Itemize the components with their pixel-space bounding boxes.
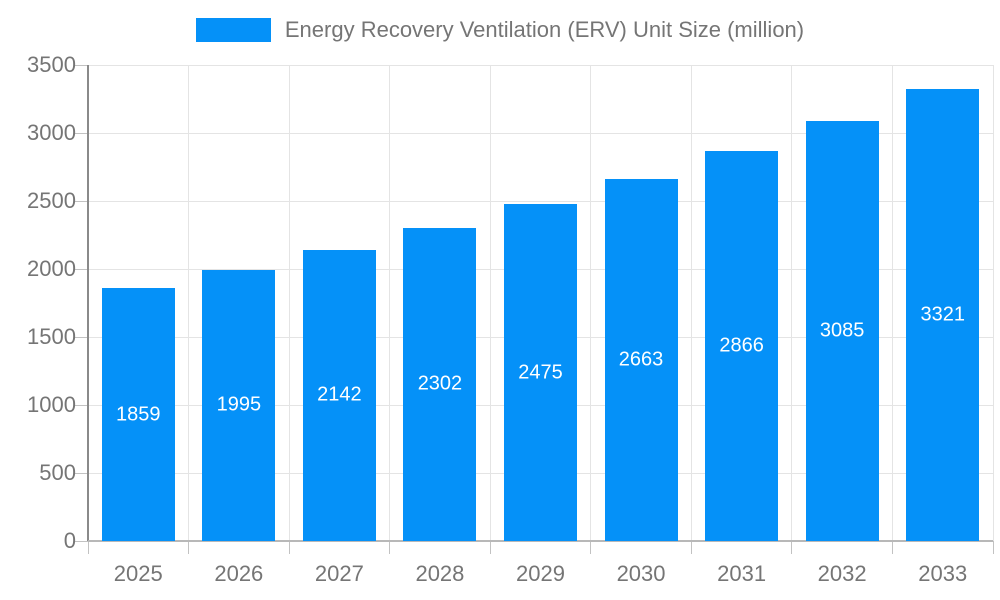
x-axis-tick <box>188 541 190 554</box>
bar-value-label: 2142 <box>317 383 362 406</box>
gridline-h <box>88 132 993 134</box>
y-axis-tick <box>75 472 88 474</box>
x-tick-label: 2032 <box>817 561 867 586</box>
gridline-v <box>489 65 491 541</box>
bar-value-label: 1859 <box>116 403 161 426</box>
y-axis-tick <box>75 336 88 338</box>
x-tick-label: 2031 <box>717 561 767 586</box>
bar[interactable] <box>302 249 376 541</box>
x-tick-label: 2025 <box>113 561 163 586</box>
x-tick-label: 2030 <box>616 561 666 586</box>
x-axis-tick <box>590 541 592 554</box>
gridline-v <box>389 65 391 541</box>
x-axis-tick <box>791 541 793 554</box>
x-tick-label: 2028 <box>415 561 465 586</box>
y-axis-line <box>87 65 89 541</box>
bar-value-label: 2663 <box>618 348 664 371</box>
y-axis-tick <box>75 200 88 202</box>
legend-label: Energy Recovery Ventilation (ERV) Unit S… <box>284 17 805 42</box>
bar[interactable] <box>705 151 779 541</box>
gridline-v <box>992 65 994 541</box>
gridline-h <box>88 200 993 202</box>
bar[interactable] <box>403 227 477 541</box>
y-tick-label: 2500 <box>27 188 76 213</box>
bar[interactable] <box>504 204 577 541</box>
x-axis-tick <box>489 541 491 554</box>
legend-swatch <box>195 18 271 42</box>
bar-value-label: 1995 <box>216 393 262 416</box>
x-axis-tick <box>389 541 391 554</box>
gridline-v <box>288 65 290 541</box>
bar-value-label: 3321 <box>920 303 965 326</box>
bar[interactable] <box>202 269 276 541</box>
y-axis-tick <box>75 64 88 66</box>
y-axis-tick <box>75 540 88 542</box>
bar-value-label: 3085 <box>819 319 865 342</box>
y-tick-label: 2000 <box>27 256 76 281</box>
x-tick-label: 2033 <box>918 561 968 586</box>
y-tick-label: 500 <box>39 460 76 485</box>
x-axis-tick <box>288 541 290 554</box>
gridline-v <box>690 65 692 541</box>
y-tick-label: 1000 <box>27 392 76 417</box>
y-axis-tick <box>75 132 88 134</box>
y-axis-tick <box>75 404 88 406</box>
bar[interactable] <box>101 288 175 541</box>
gridline-v <box>188 65 190 541</box>
x-tick-label: 2029 <box>516 561 565 586</box>
y-tick-label: 3500 <box>27 52 76 77</box>
bar-value-label: 2302 <box>417 372 463 395</box>
bar[interactable] <box>906 89 980 541</box>
x-tick-label: 2027 <box>314 561 364 586</box>
y-axis-tick <box>75 268 88 270</box>
gridline-v <box>891 65 893 541</box>
x-axis-tick <box>87 541 89 554</box>
bar-value-label: 2866 <box>719 334 764 357</box>
x-axis-tick <box>690 541 692 554</box>
x-axis-tick <box>992 541 994 554</box>
y-tick-label: 0 <box>63 528 76 553</box>
gridline-v <box>791 65 793 541</box>
x-axis-tick <box>891 541 893 554</box>
x-tick-label: 2026 <box>214 561 264 586</box>
y-tick-label: 1500 <box>27 324 76 349</box>
y-tick-label: 3000 <box>27 120 76 145</box>
gridline-v <box>590 65 592 541</box>
gridline-h <box>88 64 993 66</box>
bar[interactable] <box>805 121 879 541</box>
legend[interactable]: Energy Recovery Ventilation (ERV) Unit S… <box>0 16 1000 44</box>
bar[interactable] <box>604 178 678 541</box>
bar-value-label: 2475 <box>518 361 563 384</box>
